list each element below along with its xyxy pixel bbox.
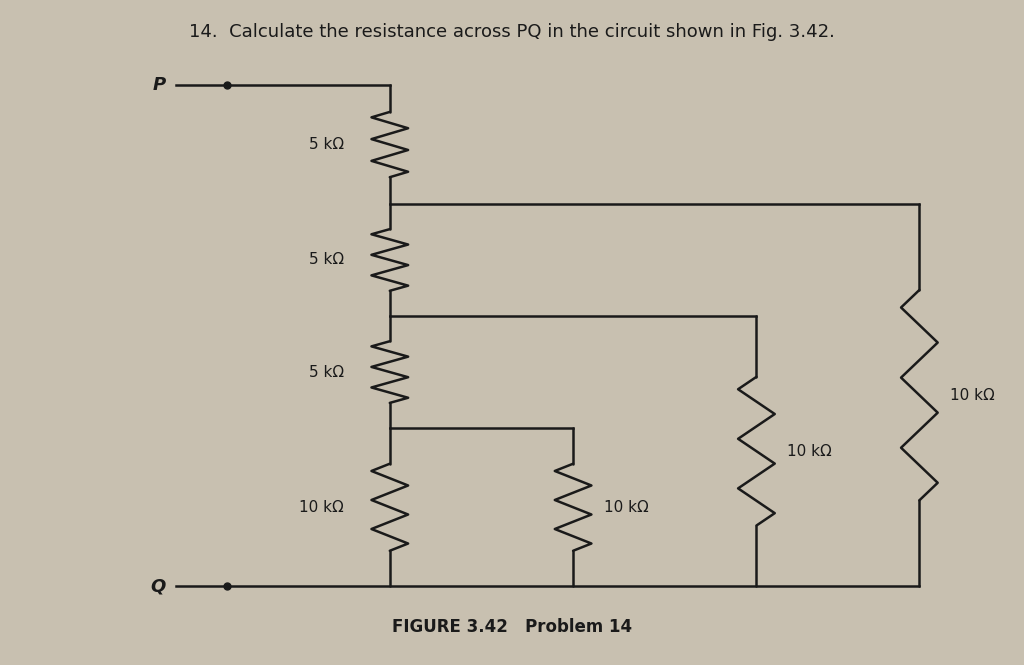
Text: 10 kΩ: 10 kΩ [299, 500, 344, 515]
Text: FIGURE 3.42   Problem 14: FIGURE 3.42 Problem 14 [392, 618, 632, 636]
Text: 10 kΩ: 10 kΩ [950, 388, 994, 402]
Text: Q: Q [151, 577, 166, 595]
Text: 5 kΩ: 5 kΩ [309, 137, 344, 152]
Text: 5 kΩ: 5 kΩ [309, 364, 344, 380]
Text: P: P [153, 76, 166, 94]
Text: 14.  Calculate the resistance across PQ in the circuit shown in Fig. 3.42.: 14. Calculate the resistance across PQ i… [189, 23, 835, 41]
Text: 5 kΩ: 5 kΩ [309, 253, 344, 267]
Text: 10 kΩ: 10 kΩ [787, 444, 831, 459]
Text: 10 kΩ: 10 kΩ [604, 500, 648, 515]
